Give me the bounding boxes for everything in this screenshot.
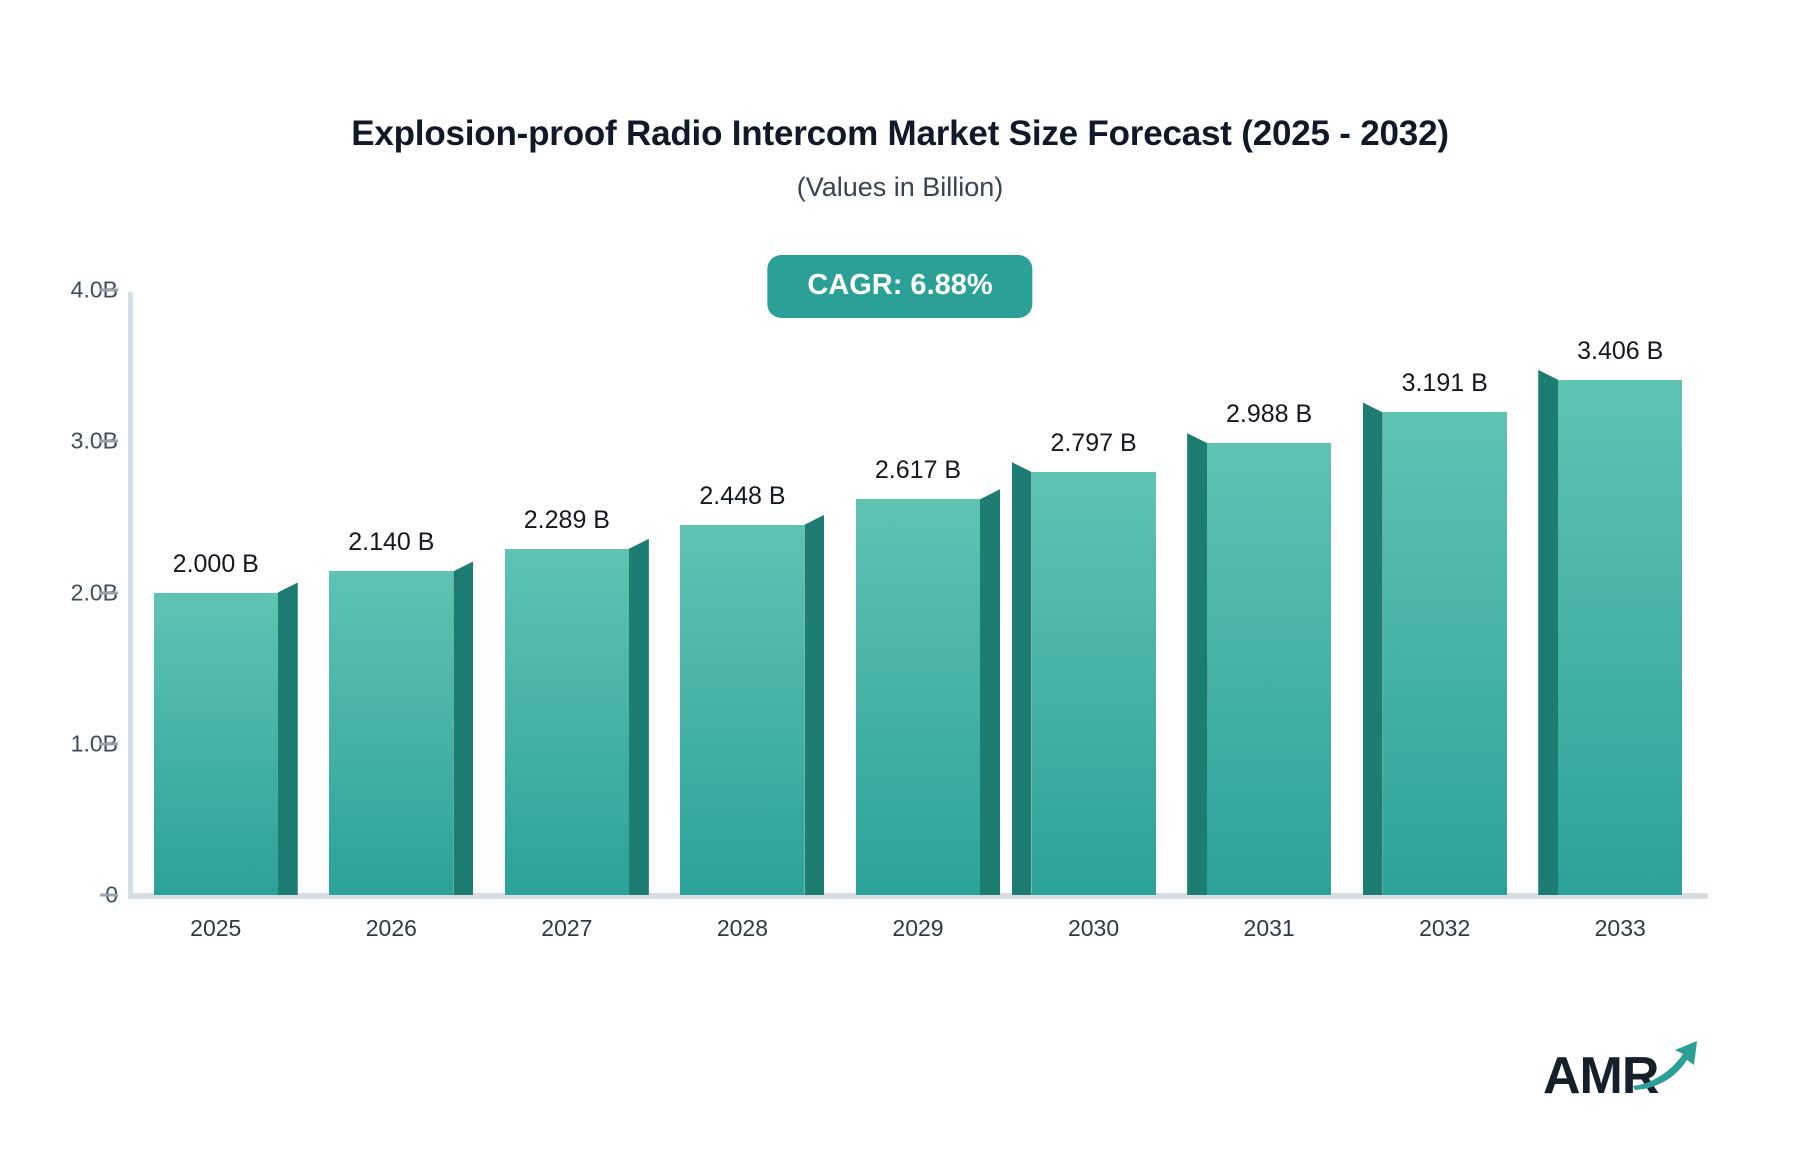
bar-side-face (1362, 402, 1383, 895)
x-axis-tick-label: 2028 (716, 915, 769, 941)
bar-group[interactable]: 2.289 B 2027 (504, 290, 649, 941)
growth-arrow-icon (1631, 1038, 1701, 1095)
bar-2030[interactable] (1031, 471, 1156, 895)
x-axis-tick-label: 2030 (1067, 915, 1120, 941)
x-axis-tick-label: 2026 (365, 915, 417, 941)
bar-group[interactable]: 2.617 B 2029 (856, 290, 1000, 941)
bar-side-face (1538, 369, 1559, 895)
bar-group[interactable]: 2.140 B 2026 (329, 290, 474, 941)
bar-2025[interactable] (153, 592, 278, 895)
bar-side-face (1011, 461, 1032, 895)
bar-2027[interactable] (504, 548, 629, 895)
bar-value-label: 2.797 B (1050, 428, 1137, 457)
y-axis-tick-mark (100, 288, 118, 292)
bar-value-label: 2.988 B (1226, 400, 1313, 429)
bar-value-label: 2.617 B (874, 456, 962, 485)
bar-group[interactable]: 2.448 B 2028 (680, 290, 825, 941)
x-axis-tick-label: 2029 (892, 915, 944, 941)
bar-2033[interactable] (1558, 379, 1683, 895)
bar-value-label: 2.448 B (699, 481, 786, 510)
bar-value-label: 2.000 B (172, 549, 259, 578)
bar-side-face (277, 582, 298, 895)
x-axis-tick-label: 2025 (190, 915, 242, 941)
bar-group[interactable]: 3.406 B 2033 (1538, 290, 1683, 941)
x-axis-tick-label: 2032 (1419, 915, 1471, 941)
x-axis-tick-label: 2031 (1243, 915, 1295, 941)
y-axis-tick-mark (100, 742, 118, 746)
chart-subtitle: (Values in Billion) (796, 172, 1004, 202)
amr-logo-text: AMR (1543, 1047, 1659, 1105)
bar-group[interactable]: 2.000 B 2025 (153, 290, 298, 941)
bar-group[interactable]: 3.191 B 2032 (1362, 290, 1507, 941)
bar-value-label: 2.289 B (523, 505, 610, 534)
y-axis-tick-mark (100, 893, 118, 897)
bar-side-face (804, 514, 825, 895)
page-title: Explosion-proof Radio Intercom Market Si… (351, 114, 1449, 153)
bar-side-face (453, 561, 474, 895)
amr-logo: AMR (1543, 1041, 1697, 1105)
bar-group[interactable]: 2.988 B 2031 (1187, 290, 1332, 941)
y-axis-tick-mark (100, 591, 118, 594)
bar-2032[interactable] (1382, 412, 1507, 895)
bar-group[interactable]: 2.797 B 2030 (1011, 290, 1156, 941)
y-axis-line (128, 292, 133, 897)
cagr-badge: CAGR: 6.88% (767, 255, 1033, 318)
bar-side-face (628, 538, 649, 895)
x-axis-tick-label: 2027 (541, 915, 593, 941)
bar-2029[interactable] (856, 499, 980, 895)
x-axis-line (128, 893, 1708, 899)
bar-series: 2.000 B 2025 2.140 B 2026 2.289 B 2027 2.448 B… (128, 290, 1708, 941)
bar-side-face (1187, 433, 1208, 895)
x-axis-tick-label: 2033 (1594, 915, 1646, 941)
bar-2031[interactable] (1207, 443, 1332, 895)
bar-value-label: 3.191 B (1401, 369, 1488, 398)
bar-side-face (980, 489, 1000, 895)
bar-2026[interactable] (329, 571, 454, 895)
bar-2028[interactable] (680, 524, 805, 895)
y-axis-tick-mark (100, 439, 118, 443)
bar-value-label: 2.140 B (348, 528, 435, 557)
bar-value-label: 3.406 B (1577, 336, 1664, 365)
